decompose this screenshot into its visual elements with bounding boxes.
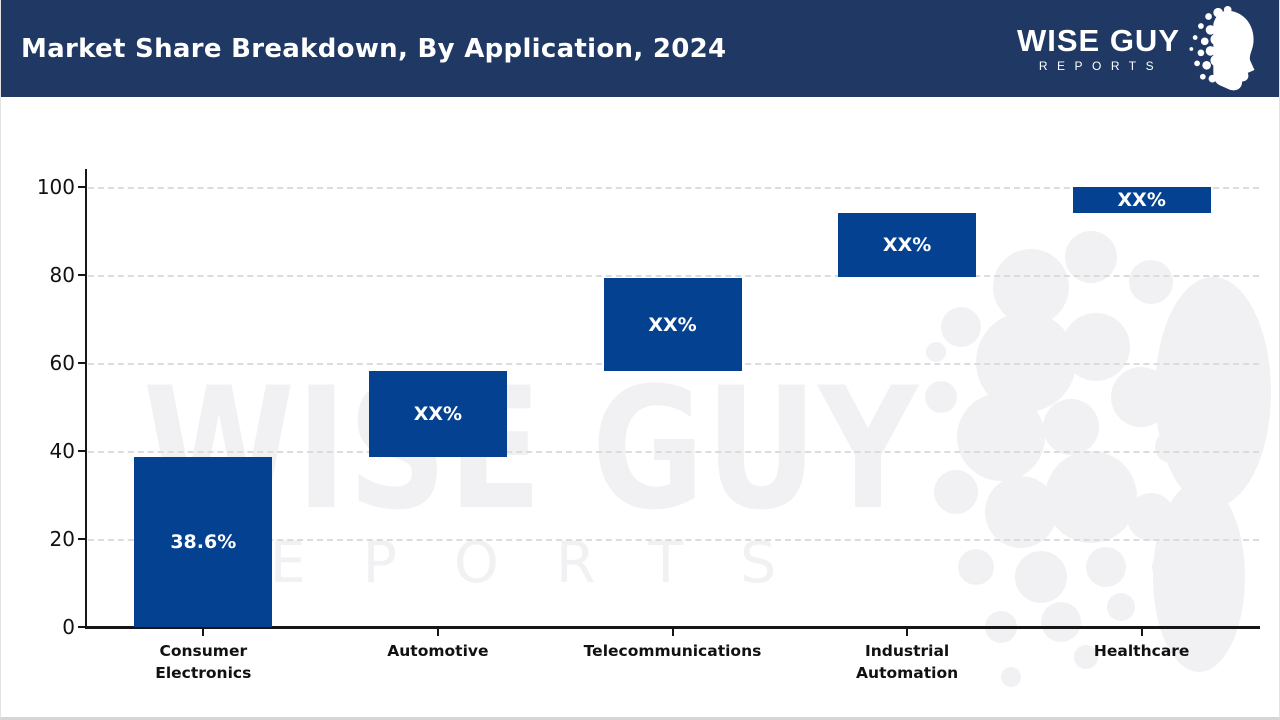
x-axis-label-industrial-automation: Industrial Automation <box>856 642 959 682</box>
gridline-80 <box>88 275 1259 277</box>
bar-value-label: XX% <box>648 313 697 336</box>
y-axis-tick-label: 20 <box>49 527 75 551</box>
y-axis-tickmark <box>78 450 86 452</box>
logo-secondary-text: REPORTS <box>1038 59 1164 73</box>
y-axis-tickmark <box>78 538 86 540</box>
y-axis-tickmark <box>78 362 86 364</box>
bar-consumer-electronics <box>134 457 273 627</box>
logo-primary-text: WISE GUY <box>1016 23 1180 58</box>
y-axis-tickmark <box>78 186 86 188</box>
x-axis-tickmark <box>202 629 205 636</box>
bar-telecommunications <box>603 278 742 371</box>
x-axis-tickmark <box>436 629 439 636</box>
wiseguy-logo: WISE GUY REPORTS <box>1017 5 1261 93</box>
chart-canvas: WISE GUY REPORTS 0 20 40 60 80 100 38.6% Consum… <box>1 97 1279 717</box>
logo-head-icon <box>1189 5 1255 90</box>
x-axis-tickmark <box>906 629 909 636</box>
bar-value-label: XX% <box>1117 188 1166 211</box>
y-axis-tick-label: 100 <box>36 175 75 199</box>
logo-text: WISE GUY REPORTS <box>1017 25 1180 72</box>
y-axis-tick-label: 0 <box>62 615 75 639</box>
y-axis-tickmark <box>78 626 86 628</box>
x-axis-line <box>85 626 1260 629</box>
x-axis-label-consumer-electronics: Consumer Electronics <box>155 642 252 682</box>
y-axis-tick-label: 60 <box>49 351 75 375</box>
x-axis-label-healthcare: Healthcare <box>1093 642 1190 660</box>
y-axis-tick-label: 40 <box>49 439 75 463</box>
bar-industrial-automation <box>838 212 977 278</box>
bar-value-label: XX% <box>413 403 463 426</box>
gridline-40 <box>88 451 1259 453</box>
y-axis-line <box>85 169 87 629</box>
x-axis-label-telecommunications: Telecommunications <box>583 642 762 660</box>
gridline-20 <box>88 539 1259 541</box>
x-axis-label-automotive: Automotive <box>387 642 489 660</box>
bar-value-label: XX% <box>882 233 932 256</box>
bar-value-label: 38.6% <box>170 531 237 554</box>
header: Market Share Breakdown, By Application, … <box>1 0 1279 97</box>
x-axis-tickmark <box>1140 629 1143 636</box>
bar-healthcare <box>1072 187 1211 213</box>
y-axis-tickmark <box>78 274 86 276</box>
bar-automotive <box>368 370 507 458</box>
watermark-head-icon <box>925 231 1271 687</box>
y-axis-tick-label: 80 <box>49 263 75 287</box>
watermark-subtext: REPORTS <box>173 530 834 596</box>
page-title: Market Share Breakdown, By Application, … <box>21 33 727 64</box>
gridline-100 <box>88 187 1259 189</box>
x-axis-tickmark <box>671 629 674 636</box>
